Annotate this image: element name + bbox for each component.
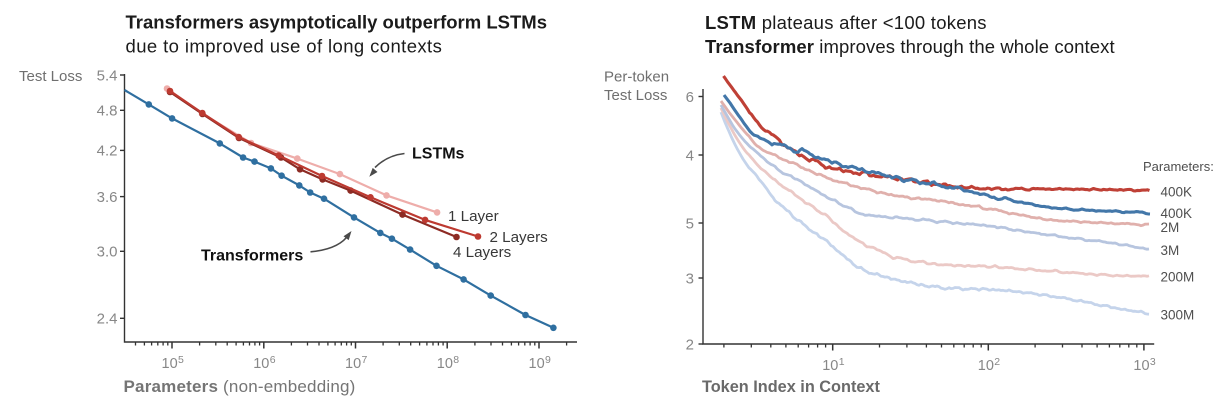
svg-text:10: 10 — [978, 358, 994, 374]
svg-text:5.4: 5.4 — [97, 67, 118, 84]
svg-text:3: 3 — [686, 270, 694, 287]
svg-text:Transformer improves through t: Transformer improves through the whole c… — [705, 36, 1115, 57]
svg-text:5: 5 — [686, 215, 694, 232]
svg-text:Token Index in Context: Token Index in Context — [702, 378, 880, 396]
svg-text:200M: 200M — [1161, 270, 1195, 285]
svg-text:3: 3 — [1150, 356, 1156, 368]
svg-text:4.2: 4.2 — [97, 143, 118, 160]
svg-text:8: 8 — [453, 354, 459, 366]
svg-text:10: 10 — [253, 356, 269, 372]
svg-text:2M: 2M — [1161, 220, 1180, 235]
svg-text:10: 10 — [162, 356, 178, 372]
svg-text:4 Layers: 4 Layers — [453, 244, 512, 261]
svg-text:Parameters:: Parameters: — [1143, 159, 1214, 174]
svg-text:LSTMs: LSTMs — [412, 146, 465, 163]
svg-text:4.8: 4.8 — [97, 103, 118, 120]
svg-text:6: 6 — [686, 89, 694, 106]
svg-text:Test Loss: Test Loss — [604, 87, 667, 104]
svg-text:Parameters (non-embedding): Parameters (non-embedding) — [124, 377, 356, 396]
svg-text:1: 1 — [839, 356, 845, 368]
svg-text:3.0: 3.0 — [97, 244, 118, 261]
svg-text:300M: 300M — [1161, 308, 1195, 323]
svg-text:due to improved use of long co: due to improved use of long contexts — [126, 36, 443, 57]
svg-text:2.4: 2.4 — [97, 311, 118, 328]
svg-text:10: 10 — [345, 356, 361, 372]
svg-text:3.6: 3.6 — [97, 189, 118, 206]
svg-text:1 Layer: 1 Layer — [448, 208, 499, 225]
svg-text:2: 2 — [686, 336, 694, 353]
svg-text:Transformers: Transformers — [201, 248, 303, 265]
svg-text:Test Loss: Test Loss — [19, 68, 82, 85]
svg-text:400K: 400K — [1161, 185, 1193, 200]
svg-text:10: 10 — [529, 356, 545, 372]
svg-text:Per-token: Per-token — [604, 69, 669, 86]
svg-text:400K: 400K — [1161, 206, 1193, 221]
svg-text:10: 10 — [1133, 358, 1149, 374]
svg-text:7: 7 — [362, 354, 368, 366]
svg-text:LSTM plateaus after <100 token: LSTM plateaus after <100 tokens — [705, 12, 987, 33]
svg-text:Transformers asymptotically ou: Transformers asymptotically outperform L… — [126, 12, 548, 33]
svg-text:2 Layers: 2 Layers — [490, 229, 549, 246]
svg-text:4: 4 — [686, 147, 694, 164]
svg-text:3M: 3M — [1161, 243, 1180, 258]
svg-text:10: 10 — [822, 358, 838, 374]
svg-text:9: 9 — [545, 354, 551, 366]
svg-text:10: 10 — [437, 356, 453, 372]
svg-text:2: 2 — [994, 356, 1000, 368]
svg-text:6: 6 — [270, 354, 276, 366]
svg-text:5: 5 — [178, 354, 184, 366]
